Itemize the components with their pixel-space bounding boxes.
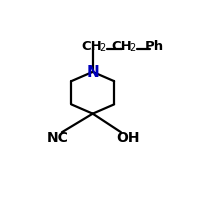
Text: CH: CH	[111, 40, 132, 53]
Text: NC: NC	[47, 130, 69, 144]
Text: CH: CH	[82, 40, 102, 53]
Text: N: N	[86, 65, 99, 80]
Text: OH: OH	[116, 130, 140, 144]
Text: Ph: Ph	[145, 40, 164, 53]
Text: 2: 2	[99, 43, 105, 53]
Text: 2: 2	[129, 43, 135, 53]
